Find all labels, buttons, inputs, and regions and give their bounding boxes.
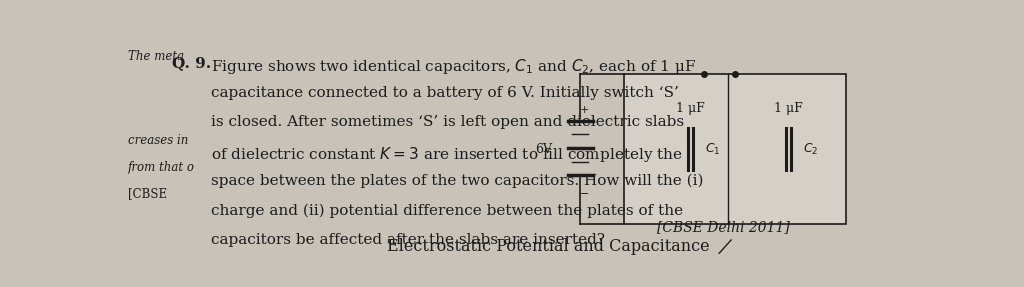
Text: The meta: The meta: [128, 50, 184, 63]
Text: is closed. After sometimes ‘S’ is left open and dielectric slabs: is closed. After sometimes ‘S’ is left o…: [211, 115, 684, 129]
Text: charge and (ii) potential difference between the plates of the: charge and (ii) potential difference bet…: [211, 203, 683, 218]
Text: Figure shows two identical capacitors, $C_1$ and $C_2$, each of 1 μF: Figure shows two identical capacitors, $…: [211, 57, 696, 75]
Text: space between the plates of the two capacitors. How will the (i): space between the plates of the two capa…: [211, 174, 703, 189]
Text: 1 μF: 1 μF: [774, 102, 803, 115]
Text: capacitance connected to a battery of 6 V. Initially switch ‘S’: capacitance connected to a battery of 6 …: [211, 86, 679, 100]
Text: $C_1$: $C_1$: [706, 142, 721, 157]
Text: [CBSE: [CBSE: [128, 187, 167, 200]
Text: Electrostatic Potential and Capacitance: Electrostatic Potential and Capacitance: [387, 238, 710, 255]
Text: creases in: creases in: [128, 134, 188, 147]
Text: of dielectric constant $K = 3$ are inserted to fill completely the: of dielectric constant $K = 3$ are inser…: [211, 145, 683, 164]
Bar: [624, 74, 846, 224]
Text: capacitors be affected after the slabs are inserted?: capacitors be affected after the slabs a…: [211, 233, 605, 247]
Text: 6V: 6V: [536, 143, 553, 156]
Text: +: +: [580, 104, 589, 115]
Text: Q. 9.: Q. 9.: [172, 57, 211, 71]
Text: from that o: from that o: [128, 160, 195, 174]
Text: $C_2$: $C_2$: [803, 142, 818, 157]
Text: 1 μF: 1 μF: [676, 102, 706, 115]
Text: [CBSE Delhi 2011]: [CBSE Delhi 2011]: [656, 220, 790, 234]
Text: −: −: [580, 189, 589, 199]
